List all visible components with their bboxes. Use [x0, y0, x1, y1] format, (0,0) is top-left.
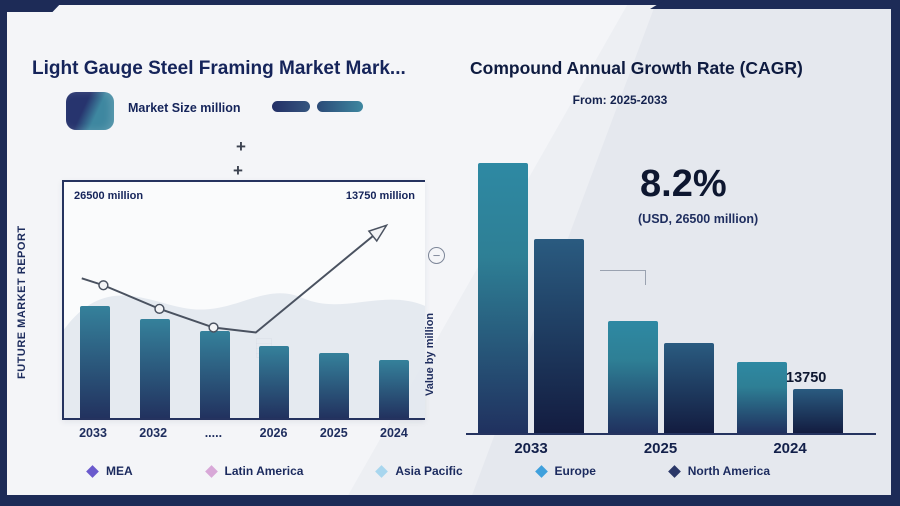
- region-legend-item-north-america: North America: [667, 464, 770, 478]
- x-tick-label: 2025: [643, 440, 678, 457]
- page-title: Light Gauge Steel Framing Market Mark...: [32, 58, 406, 79]
- left-chart-x-axis: 2033 2032..... 2026 2025 2024: [62, 426, 425, 440]
- gradient-pills-decoration: [272, 101, 363, 112]
- start-value-label: 26500 million: [74, 190, 144, 202]
- cagr-bar-2025-primary: [607, 321, 658, 433]
- x-tick-label: 2032: [139, 426, 168, 440]
- region-legend: MEA Latin America Asia Pacific Europe North …: [86, 464, 770, 478]
- x-tick-label: 2024: [380, 426, 408, 440]
- market-size-bar-.....: [199, 331, 230, 418]
- region-legend-label: Latin America: [224, 464, 304, 478]
- frame-top-left-accent: [0, 0, 64, 12]
- cagr-bar-2033-primary: [478, 163, 528, 433]
- cagr-bar-2024-secondary: [793, 389, 843, 433]
- cagr-value: 8.2%: [640, 163, 727, 205]
- frame-bottom-bar: [0, 495, 900, 506]
- frame-left-bar: [0, 0, 7, 506]
- cagr-subtitle: From: 2025-2033: [572, 93, 668, 107]
- cagr-bar-2025-secondary: [663, 343, 714, 433]
- region-legend-label: Europe: [554, 464, 596, 478]
- x-tick-label: .....: [204, 426, 223, 440]
- cagr-bar-2033-secondary: [534, 239, 584, 433]
- region-legend-item-europe: Europe: [534, 464, 596, 478]
- region-legend-item-asia-pacific: Asia Pacific: [375, 464, 463, 478]
- region-legend-item-mea: MEA: [86, 464, 133, 478]
- region-legend-label: Asia Pacific: [395, 464, 463, 478]
- right-chart-baseline: [466, 433, 876, 435]
- frame-right-bar: [891, 0, 900, 506]
- diamond-icon: [204, 464, 218, 478]
- market-size-bars: [64, 306, 425, 418]
- market-size-legend-icon: [66, 92, 114, 130]
- region-legend-label: MEA: [106, 464, 133, 478]
- plus-icon: +: [236, 137, 246, 156]
- pill-icon: [272, 101, 310, 112]
- region-legend-label: North America: [687, 464, 770, 478]
- cagr-title: Compound Annual Growth Rate (CAGR): [470, 58, 803, 78]
- market-size-bar-2024: [378, 360, 409, 418]
- cagr-bar-2024-primary: [737, 362, 787, 433]
- diamond-icon: [86, 464, 99, 478]
- x-tick-label: 2024: [773, 440, 807, 457]
- x-tick-label: 2033: [514, 440, 548, 457]
- market-size-bar-2026: [259, 346, 290, 418]
- circle-minus-icon: −: [428, 247, 445, 264]
- market-size-bar-2033: [80, 306, 110, 418]
- step-line-decoration: [600, 270, 646, 285]
- frame-top-right-accent: [650, 0, 900, 9]
- diamond-icon: [375, 464, 389, 478]
- x-tick-label: 2033: [79, 426, 107, 440]
- pill-icon: [317, 101, 363, 112]
- value-annotation: 13750: [786, 370, 827, 386]
- end-value-label: 13750 million: [345, 190, 415, 202]
- market-size-chart-panel: 26500 million 13750 million: [62, 180, 425, 420]
- cagr-bar-group-2025: [607, 321, 714, 433]
- cagr-bar-group-2033: [478, 163, 584, 433]
- diamond-icon: [534, 464, 548, 478]
- cagr-note: (USD, 26500 million): [638, 212, 759, 226]
- market-size-bar-2025: [319, 353, 350, 418]
- cagr-bar-group-2024: [737, 362, 843, 433]
- x-tick-label: 2025: [319, 426, 348, 440]
- right-chart-y-axis-label: Value by million: [424, 312, 436, 397]
- region-legend-item-latin-america: Latin America: [204, 464, 304, 478]
- frame-top-bar: [0, 0, 900, 5]
- left-chart-y-axis-label: FUTURE MARKET REPORT: [16, 225, 28, 380]
- market-size-legend-label: Market Size million: [128, 101, 241, 115]
- plus-icon: +: [233, 161, 243, 180]
- x-tick-label: 2026: [259, 426, 288, 440]
- cagr-bars: [478, 163, 843, 433]
- diamond-icon: [667, 464, 681, 478]
- market-size-bar-2032: [139, 319, 170, 418]
- right-chart-x-axis: 2033 2025 2024: [478, 440, 843, 457]
